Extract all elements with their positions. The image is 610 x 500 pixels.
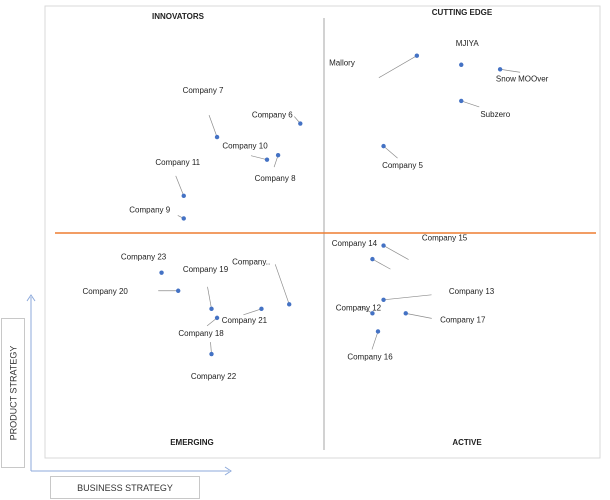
scatter-point [209, 306, 214, 312]
scatter-point [287, 302, 292, 307]
point-label: Company 5 [382, 161, 423, 170]
scatter-point [275, 152, 281, 158]
leader-line [175, 175, 185, 196]
leader-line [371, 331, 379, 350]
point-label: Company 7 [183, 86, 224, 95]
scatter-point [298, 121, 303, 126]
quadrant-label-cutting-edge: CUTTING EDGE [432, 8, 493, 17]
y-axis-label: PRODUCT STRATEGY [8, 345, 18, 441]
point-label: Company 6 [252, 111, 293, 120]
point-label: MJIYA [456, 39, 480, 48]
leader-line [383, 145, 398, 159]
leader-line [405, 313, 432, 319]
scatter-point [181, 216, 186, 221]
leader-line [383, 245, 409, 260]
x-axis-label-box: BUSINESS STRATEGY [50, 476, 200, 499]
scatter-point [159, 270, 164, 275]
leader-line [372, 258, 391, 270]
y-axis-arrowhead [26, 294, 36, 302]
leader-line [207, 286, 212, 309]
scatter-point [381, 297, 386, 302]
scatter-point [459, 98, 464, 104]
quadrant-label-active: ACTIVE [452, 438, 482, 447]
point-label: Company 17 [440, 315, 486, 324]
scatter-point [214, 134, 220, 140]
point-label: Company 21 [222, 316, 268, 325]
quadrant-label-innovators: INNOVATORS [152, 12, 205, 21]
point-label: Company 19 [183, 265, 229, 274]
plot-border [44, 5, 601, 459]
leader-line [383, 294, 432, 301]
leader-line [250, 155, 268, 161]
scatter-point [375, 329, 381, 334]
points-layer: MJIYA Mallory Snow MOOver Subzero Company 5 C… [83, 39, 549, 381]
point-label: Snow MOOver [496, 74, 549, 83]
leader-line [274, 264, 290, 305]
point-label: Company 15 [422, 234, 468, 243]
scatter-point [259, 306, 264, 312]
leader-line [243, 308, 262, 316]
point-label: Company 18 [178, 329, 224, 338]
scatter-point [381, 243, 386, 248]
quadrant-label-emerging: EMERGING [170, 438, 214, 447]
point-label: Company 16 [347, 352, 393, 361]
point-label: Company 13 [449, 287, 495, 296]
scatter-point [181, 193, 186, 199]
point-label: Company 10 [222, 142, 268, 151]
scatter-point [414, 53, 420, 58]
leader-line [208, 114, 218, 138]
scatter-point [497, 67, 503, 72]
point-label: Company 23 [121, 253, 167, 262]
scatter-point [403, 311, 408, 316]
scatter-point [264, 157, 270, 162]
scatter-point [381, 143, 386, 149]
leader-line [360, 306, 373, 314]
scatter-point [176, 288, 181, 293]
point-label: Company 9 [129, 205, 170, 214]
point-label: Company.. [232, 257, 270, 266]
point-label: Mallory [329, 59, 355, 68]
scatter-point [370, 311, 375, 316]
x-axis-label: BUSINESS STRATEGY [77, 482, 173, 493]
point-label: Company 11 [155, 158, 200, 167]
point-label: Company 22 [191, 372, 237, 381]
point-label: Company 20 [83, 287, 129, 296]
scatter-point [459, 62, 464, 67]
point-label: Company 14 [332, 239, 378, 248]
point-label: Subzero [480, 110, 510, 119]
point-label: Company 12 [336, 303, 382, 312]
scatter-point [370, 256, 375, 262]
y-axis-label-box: PRODUCT STRATEGY [1, 318, 25, 468]
leader-line [378, 55, 418, 79]
x-axis-arrowhead [224, 466, 232, 476]
leader-line [461, 100, 480, 108]
leader-line [500, 68, 521, 73]
scatter-point [214, 315, 220, 321]
point-label: Company 8 [255, 174, 296, 183]
scatter-point [209, 351, 214, 357]
